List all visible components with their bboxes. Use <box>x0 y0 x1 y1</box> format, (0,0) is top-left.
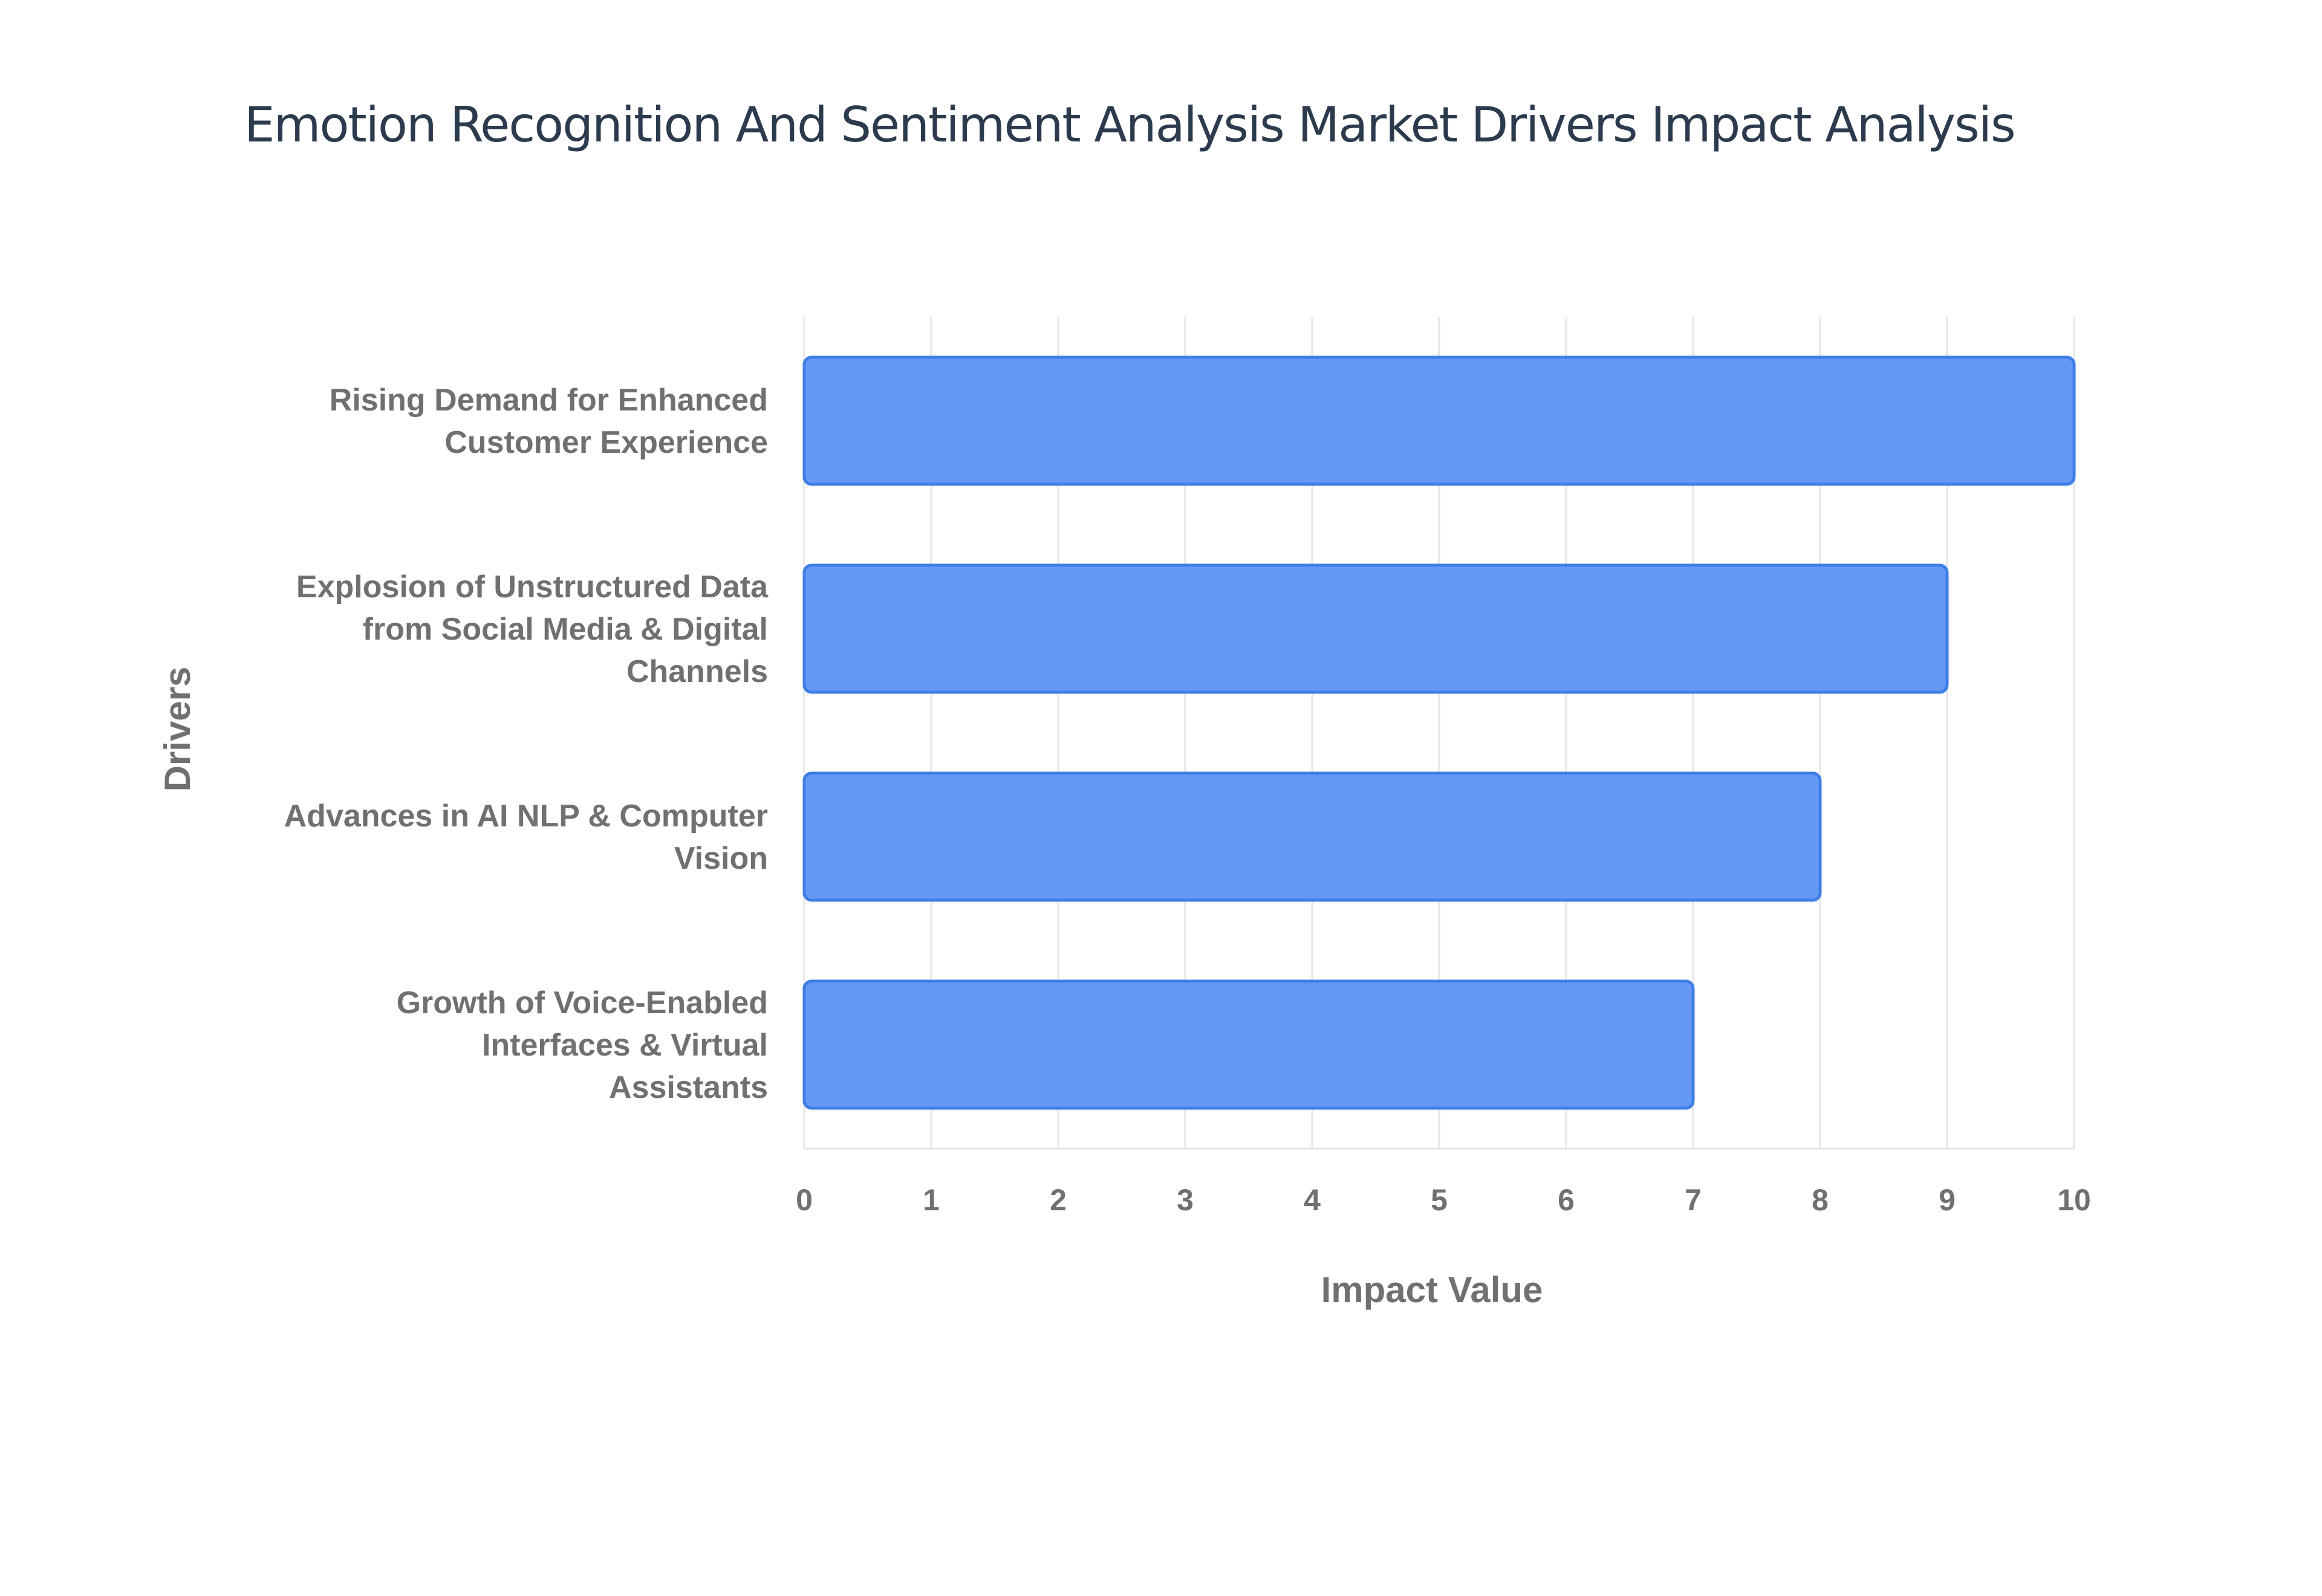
category-label-line: Channels <box>626 654 768 689</box>
x-tick-label-1: 1 <box>923 1183 940 1217</box>
x-tick-label-4: 4 <box>1304 1183 1321 1217</box>
x-tick-label-5: 5 <box>1431 1183 1448 1217</box>
category-label-line: Assistants <box>609 1070 768 1105</box>
x-tick-label-7: 7 <box>1685 1183 1702 1217</box>
category-label-line: Interfaces & Virtual <box>482 1028 768 1063</box>
category-label-1: Rising Demand for Enhanced Customer Exper… <box>330 383 768 460</box>
category-label-line: Rising Demand for Enhanced <box>330 383 768 418</box>
x-tick-label-9: 9 <box>1939 1183 1956 1217</box>
category-label-line: Customer Experience <box>444 425 768 460</box>
x-tick-label-0: 0 <box>796 1183 813 1217</box>
x-tick-labels: 0 1 2 3 4 5 6 7 8 9 10 <box>796 1183 2091 1217</box>
category-labels: Rising Demand for Enhanced Customer Exper… <box>284 383 769 1105</box>
category-label-line: from Social Media & Digital <box>363 612 768 647</box>
category-label-4: Growth of Voice-Enabled Interfaces & Virt… <box>397 985 768 1105</box>
category-label-line: Advances in AI NLP & Computer <box>284 799 768 834</box>
category-label-line: Explosion of Unstructured Data <box>296 569 769 605</box>
x-tick-label-6: 6 <box>1558 1183 1575 1217</box>
category-label-3: Advances in AI NLP & Computer Vision <box>284 799 768 876</box>
x-axis-title: Impact Value <box>1321 1270 1543 1310</box>
y-axis-title: Drivers <box>157 667 198 792</box>
bar-3 <box>802 771 1822 902</box>
category-label-2: Explosion of Unstructured Data from Socia… <box>296 569 769 689</box>
category-label-line: Growth of Voice-Enabled <box>397 985 768 1020</box>
chart-title: Emotion Recognition And Sentiment Analys… <box>244 97 2016 153</box>
x-tick-label-8: 8 <box>1812 1183 1829 1217</box>
bar-1 <box>802 355 2076 486</box>
bars <box>802 355 2076 1110</box>
bar-4 <box>802 979 1695 1110</box>
x-tick-label-10: 10 <box>2057 1183 2091 1217</box>
x-tick-label-3: 3 <box>1177 1183 1194 1217</box>
category-label-line: Vision <box>674 841 768 876</box>
bar-2 <box>802 563 1949 694</box>
x-tick-label-2: 2 <box>1050 1183 1067 1217</box>
